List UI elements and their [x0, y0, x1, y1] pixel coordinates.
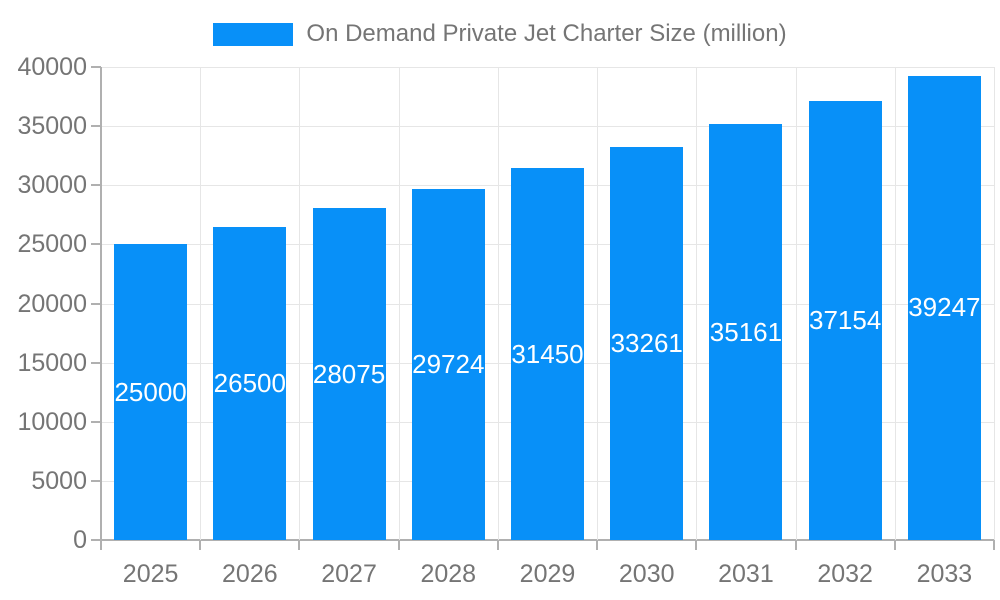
gridline-vertical [497, 67, 499, 540]
y-axis-label: 20000 [17, 289, 87, 318]
bar-value-label: 31450 [511, 338, 584, 369]
bar-value-label: 37154 [809, 304, 882, 335]
y-axis-tick [91, 361, 101, 364]
y-axis-tick [91, 184, 101, 187]
bar-2027[interactable]: 28075 [312, 208, 386, 540]
x-axis-label: 2028 [420, 560, 477, 588]
x-axis-label: 2030 [618, 560, 675, 588]
x-axis-tick [397, 540, 400, 550]
y-axis-label: 25000 [17, 230, 87, 259]
bar-2028[interactable]: 29724 [411, 188, 485, 540]
x-axis-label: 2031 [718, 560, 774, 588]
gridline-vertical [994, 67, 995, 540]
y-axis-tick [91, 66, 101, 68]
gridline-vertical [597, 67, 599, 540]
gridline-vertical [299, 67, 301, 540]
bar-value-label: 35161 [709, 316, 783, 347]
y-axis-label: 40000 [17, 53, 87, 81]
legend-label: On Demand Private Jet Charter Size (mill… [306, 20, 787, 47]
legend[interactable]: On Demand Private Jet Charter Size (mill… [0, 16, 1000, 52]
plot-area: 0 5000 10000 15000 20000 25000 30000 35000 40000… [17, 53, 995, 588]
gridline-vertical [795, 67, 797, 540]
x-axis-label: 2026 [222, 560, 278, 588]
y-axis-tick [91, 243, 101, 246]
bar-value-label: 33261 [610, 327, 683, 358]
gridline-vertical [398, 67, 400, 540]
x-axis-tick [695, 540, 698, 550]
y-axis-label: 10000 [17, 407, 87, 436]
x-axis-tick [993, 540, 995, 550]
y-axis-tick [91, 420, 101, 423]
y-axis-tick [91, 479, 101, 482]
gridline-horizontal [101, 67, 994, 68]
y-axis-tick [91, 302, 101, 305]
bar-value-label: 26500 [213, 367, 286, 398]
x-axis-label: 2029 [519, 560, 576, 588]
bar-2026[interactable]: 26500 [213, 226, 287, 540]
x-axis-tick [496, 540, 499, 550]
y-axis-label: 30000 [17, 171, 87, 200]
bar-2029[interactable]: 31450 [511, 168, 584, 540]
bar-value-label: 29724 [412, 348, 485, 379]
x-axis-line [101, 539, 994, 541]
y-axis-tick [91, 125, 101, 128]
bar-2032[interactable]: 37154 [808, 100, 882, 540]
bar-2030[interactable]: 33261 [610, 146, 684, 540]
gridline-vertical [894, 67, 896, 540]
x-axis-tick [199, 540, 202, 550]
bar-value-label: 28075 [312, 358, 386, 389]
x-axis-tick [794, 540, 797, 550]
x-axis-label: 2025 [122, 560, 179, 588]
x-axis-tick [298, 540, 301, 550]
bar-2033[interactable]: 39247 [907, 75, 981, 540]
bar-2031[interactable]: 35161 [709, 124, 783, 540]
x-axis-tick [596, 540, 599, 550]
x-axis-label: 2032 [817, 560, 873, 588]
gridline-vertical [696, 67, 698, 540]
x-axis-tick [100, 540, 102, 550]
gridline-vertical [200, 67, 202, 540]
y-axis-tick [91, 539, 101, 541]
y-axis-label: 5000 [31, 466, 87, 495]
x-axis-tick [893, 540, 896, 550]
x-axis-label: 2027 [321, 560, 377, 588]
y-axis-line [100, 67, 102, 540]
y-axis-label: 35000 [17, 112, 87, 141]
bar-value-label: 25000 [114, 376, 187, 407]
x-axis-label: 2033 [916, 560, 973, 588]
y-axis-label: 15000 [17, 348, 87, 377]
legend-swatch [213, 22, 294, 46]
bar-2025[interactable]: 25000 [114, 244, 188, 540]
gridline-horizontal [101, 126, 994, 128]
y-axis-label: 0 [73, 526, 87, 554]
bar-value-label: 39247 [908, 292, 981, 323]
